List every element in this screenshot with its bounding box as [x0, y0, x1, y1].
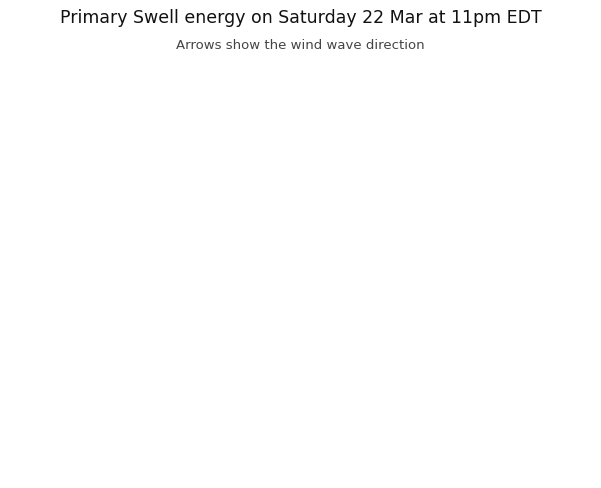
Text: Primary Swell energy on Saturday 22 Mar at 11pm EDT: Primary Swell energy on Saturday 22 Mar … — [59, 9, 542, 27]
Text: cartopy required: cartopy required — [243, 264, 358, 279]
Text: Arrows show the wind wave direction: Arrows show the wind wave direction — [176, 39, 425, 52]
